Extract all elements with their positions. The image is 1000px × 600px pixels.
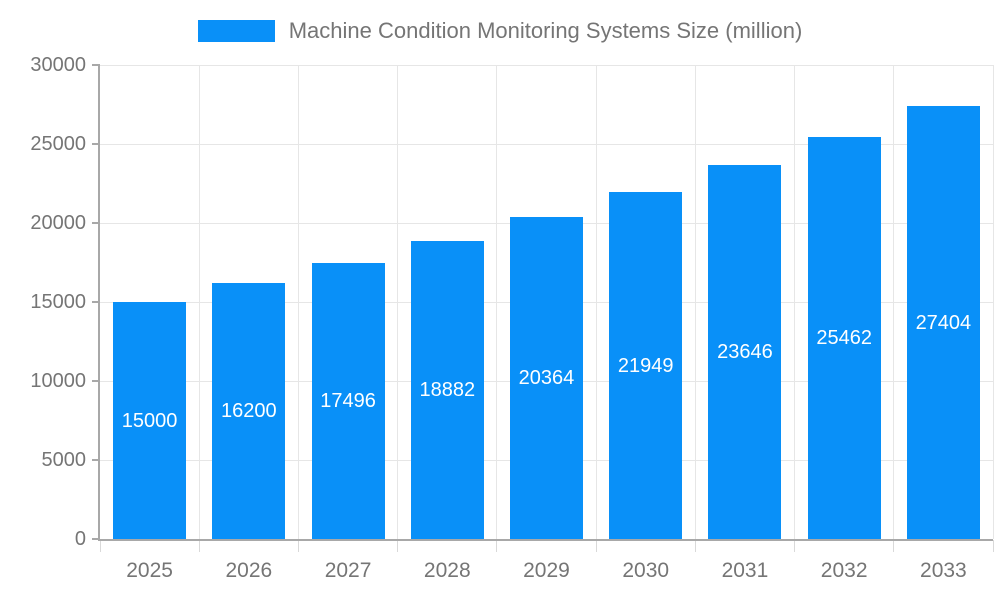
bar-value-label: 16200 [221,400,277,423]
h-gridline [100,64,993,66]
y-axis-tick [92,143,100,145]
y-axis-tick [92,538,100,540]
x-axis-tick [99,540,101,552]
v-gridline [297,65,299,539]
legend-swatch [197,20,275,42]
bar-value-label: 25462 [816,326,872,349]
x-axis-tick [297,540,299,552]
x-axis-tick [496,540,498,552]
y-axis-tick [92,64,100,66]
v-gridline [595,65,597,539]
y-axis-tick [92,222,100,224]
x-axis-label: 2029 [523,559,570,582]
x-axis-tick [595,540,597,552]
x-axis-label: 2026 [225,559,273,582]
v-gridline [992,65,994,539]
y-axis-label: 10000 [30,370,86,392]
x-axis-label: 2032 [820,559,868,582]
y-axis-label: 25000 [30,133,86,155]
bar-2026 [212,283,286,539]
x-axis-label: 2031 [721,559,769,582]
x-axis-tick [893,540,895,552]
bar-2032 [807,136,881,539]
x-axis-tick [794,540,796,552]
bar-value-label: 15000 [121,409,178,432]
v-gridline [198,65,200,539]
x-axis-label: 2028 [423,559,471,582]
y-axis-label: 0 [74,528,86,550]
bar-value-label: 23646 [717,341,773,364]
x-axis-tick [992,540,994,552]
v-gridline [397,65,399,539]
y-axis-tick [92,380,100,382]
y-axis-label: 15000 [30,291,86,313]
bar-value-label: 17496 [320,389,376,412]
legend-series-label: Machine Condition Monitoring Systems Siz… [288,18,803,43]
bar-2031 [708,165,782,539]
bar-2028 [410,240,484,539]
bar-value-label: 21949 [617,354,674,377]
h-gridline [100,143,993,145]
x-axis-tick [694,540,696,552]
bar-2027 [311,262,385,539]
bar-2033 [906,106,980,539]
x-axis-label: 2030 [622,559,670,582]
y-axis-label: 5000 [41,449,87,471]
bar-value-label: 20364 [518,367,575,390]
bar-2029 [510,217,583,539]
bar-2025 [113,302,187,539]
v-gridline [694,65,696,539]
y-axis-tick [92,301,100,303]
v-gridline [893,65,895,539]
x-axis-tick [397,540,399,552]
x-axis-label: 2027 [324,559,372,582]
x-axis-label: 2025 [126,559,173,582]
y-axis-label: 30000 [30,54,86,76]
v-gridline [794,65,796,539]
bar-2030 [609,192,683,539]
bar-value-label: 27404 [915,311,972,334]
x-axis-label: 2033 [920,559,967,582]
x-axis-line [98,539,993,541]
y-axis-line [98,65,100,541]
y-axis-label: 20000 [30,212,86,234]
bar-value-label: 18882 [419,378,476,401]
legend[interactable]: Machine Condition Monitoring Systems Siz… [0,16,1000,46]
y-axis-tick [92,459,100,461]
x-axis-tick [198,540,200,552]
v-gridline [496,65,498,539]
